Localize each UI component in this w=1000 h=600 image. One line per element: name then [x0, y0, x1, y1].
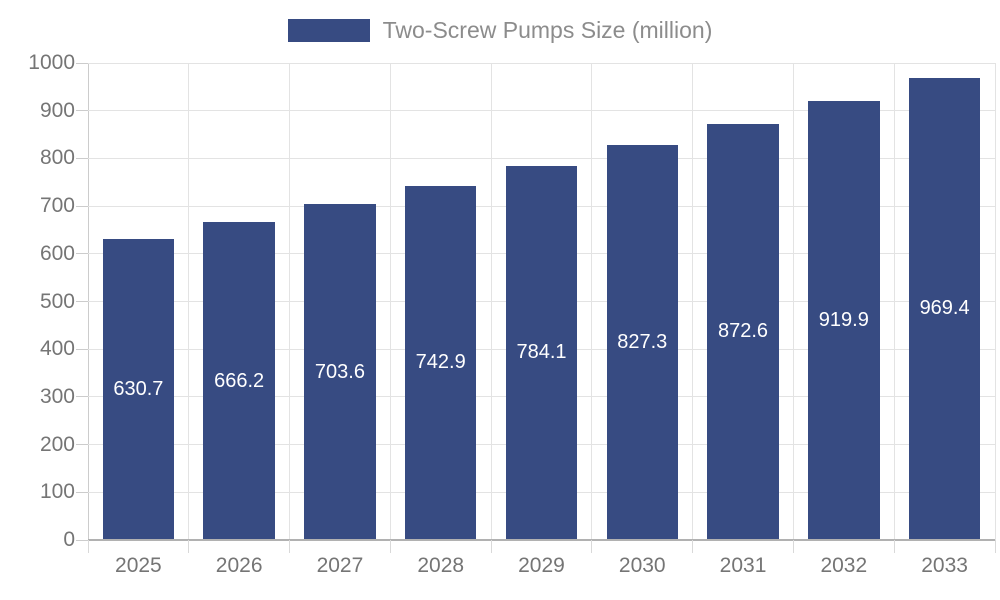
x-axis-tick	[389, 540, 391, 553]
bar[interactable]: 703.6	[304, 204, 376, 540]
y-axis-tick	[76, 396, 88, 398]
x-tick-label: 2029	[518, 554, 565, 577]
x-tick-label: 2025	[115, 554, 162, 577]
bar-value-label: 872.6	[718, 320, 769, 343]
plot-area: 0 100 200 300 400 500 600 700 800 900 1000 630.7 202…	[28, 52, 996, 577]
x-axis-tick	[893, 540, 895, 553]
bar[interactable]: 969.4	[908, 77, 981, 540]
x-axis-tick	[994, 540, 996, 553]
x-axis-tick	[692, 540, 694, 553]
x-axis-tick	[188, 540, 190, 553]
x-grid-line	[792, 63, 794, 540]
bar[interactable]: 742.9	[404, 185, 477, 540]
x-axis-tick	[289, 540, 291, 553]
y-tick-label: 800	[39, 146, 75, 170]
y-tick-label: 400	[39, 337, 75, 361]
y-tick-label: 600	[39, 241, 75, 265]
x-axis-tick	[87, 540, 89, 553]
y-axis-tick	[76, 253, 88, 255]
x-grid-line	[490, 63, 492, 540]
y-axis-tick	[76, 348, 88, 350]
bar-value-label: 827.3	[617, 331, 668, 354]
legend[interactable]: Two-Screw Pumps Size (million)	[0, 17, 1000, 44]
x-grid-line	[591, 63, 593, 540]
x-grid-line	[289, 63, 291, 540]
x-tick-label: 2030	[618, 554, 666, 577]
y-axis-tick	[76, 539, 88, 541]
x-grid-line	[389, 63, 391, 540]
x-tick-label: 2031	[719, 554, 767, 577]
x-grid-line	[893, 63, 895, 540]
x-axis-tick	[591, 540, 593, 553]
bar-value-label: 969.4	[919, 297, 970, 320]
bar-value-label: 630.7	[113, 378, 164, 401]
x-grid-line	[692, 63, 694, 540]
x-axis-line	[88, 539, 995, 541]
x-axis-tick	[490, 540, 492, 553]
x-tick-label: 2032	[820, 554, 868, 577]
bar-value-label: 742.9	[415, 351, 466, 374]
legend-label: Two-Screw Pumps Size (million)	[382, 17, 713, 43]
y-tick-label: 300	[39, 384, 75, 408]
bar-value-label: 666.2	[214, 369, 265, 392]
y-axis-tick	[76, 62, 88, 64]
y-tick-label: 500	[39, 289, 75, 313]
x-grid-line	[188, 63, 190, 540]
bar-value-label: 919.9	[818, 309, 869, 332]
y-tick-label: 0	[63, 528, 75, 551]
bar[interactable]: 666.2	[203, 222, 275, 540]
bar[interactable]: 784.1	[505, 165, 578, 540]
y-tick-label: 200	[39, 432, 75, 456]
x-tick-label: 2028	[417, 554, 465, 577]
bar[interactable]: 872.6	[707, 123, 779, 540]
bar-value-label: 703.6	[314, 360, 365, 383]
y-tick-label: 700	[39, 194, 75, 218]
y-axis-tick	[76, 205, 88, 207]
x-tick-label: 2026	[215, 554, 263, 577]
y-tick-label: 900	[39, 98, 75, 122]
bar-value-label: 784.1	[516, 341, 567, 364]
y-axis-tick	[76, 110, 88, 112]
bar[interactable]: 919.9	[808, 101, 880, 540]
x-grid-line	[994, 63, 996, 540]
bar[interactable]: 827.3	[606, 145, 679, 540]
x-axis-tick	[792, 540, 794, 553]
x-tick-label: 2033	[921, 554, 968, 577]
y-axis-tick	[76, 301, 88, 302]
y-grid-line	[88, 62, 995, 64]
y-axis-tick	[76, 491, 88, 493]
y-grid-line	[88, 157, 995, 159]
y-tick-label: 1000	[28, 51, 75, 74]
legend-swatch-icon	[287, 19, 370, 42]
y-axis-tick	[76, 157, 88, 159]
y-grid-line	[88, 110, 995, 112]
bar[interactable]: 630.7	[102, 239, 175, 540]
y-tick-label: 100	[39, 480, 75, 504]
x-tick-label: 2027	[316, 554, 364, 577]
y-axis-tick	[76, 444, 88, 446]
